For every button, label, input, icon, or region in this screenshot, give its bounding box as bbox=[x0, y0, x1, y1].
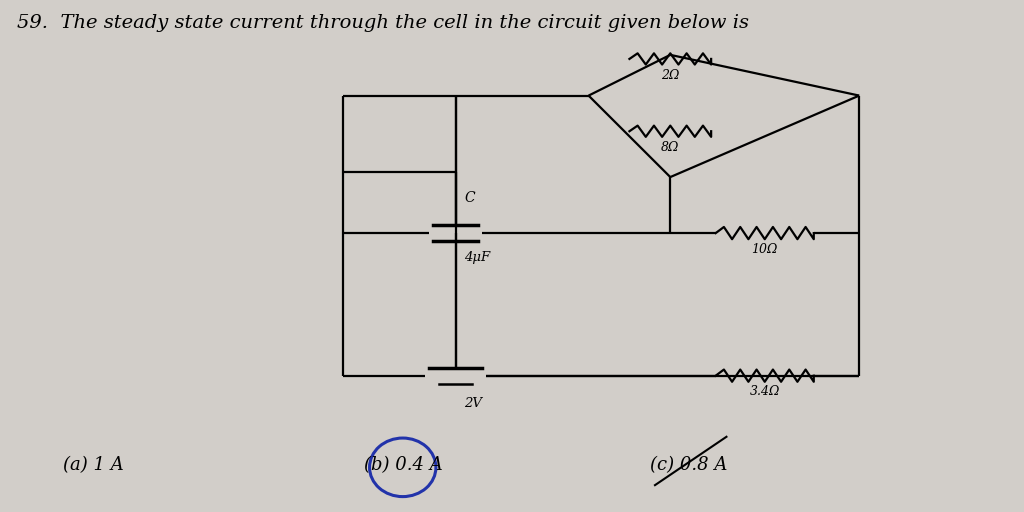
Text: (a) 1 A: (a) 1 A bbox=[62, 456, 124, 474]
Text: (c) 0.8 A: (c) 0.8 A bbox=[650, 456, 727, 474]
Text: 3.4Ω: 3.4Ω bbox=[750, 386, 780, 398]
Text: 4μF: 4μF bbox=[464, 251, 490, 264]
Text: 10Ω: 10Ω bbox=[752, 243, 778, 256]
Text: (b) 0.4 A: (b) 0.4 A bbox=[364, 456, 442, 474]
Text: 2Ω: 2Ω bbox=[662, 69, 680, 82]
Text: 8Ω: 8Ω bbox=[662, 141, 680, 154]
Text: 59.  The steady state current through the cell in the circuit given below is: 59. The steady state current through the… bbox=[16, 14, 749, 32]
Text: 2V: 2V bbox=[464, 397, 482, 410]
Text: C: C bbox=[464, 190, 475, 205]
